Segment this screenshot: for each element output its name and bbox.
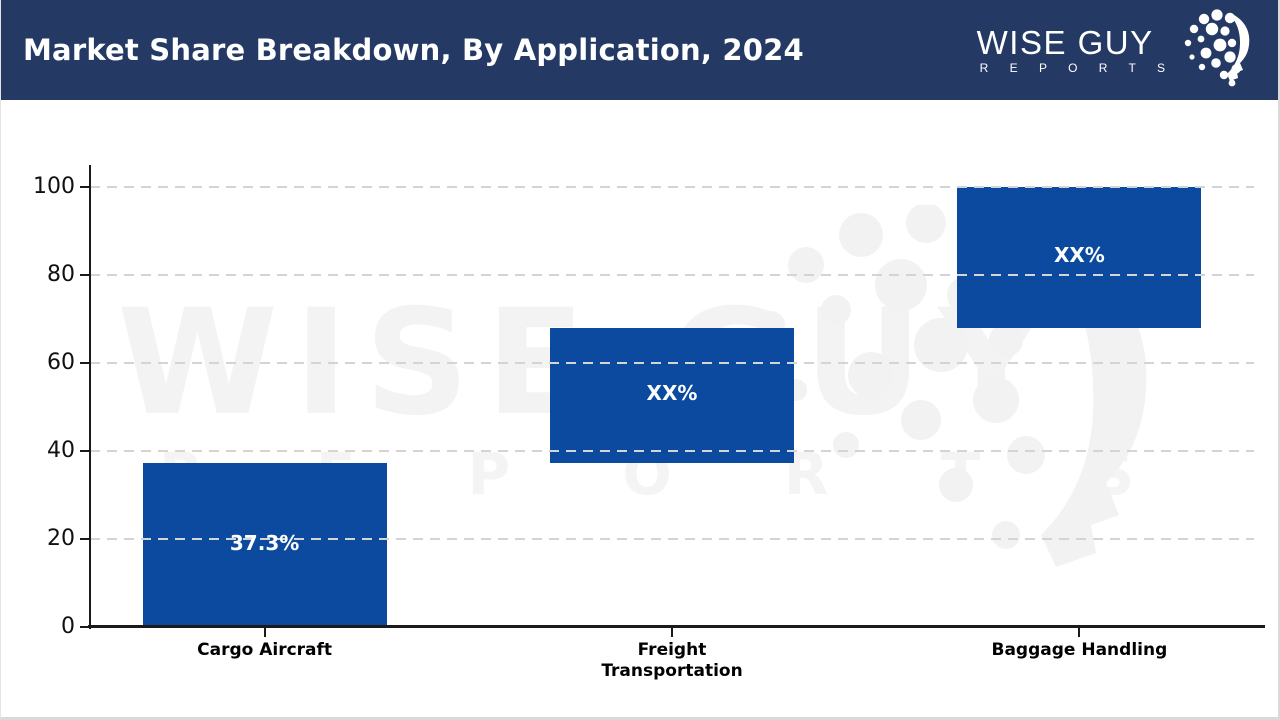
y-tick-label-60: 60 bbox=[47, 350, 75, 375]
bar-cargo-aircraft bbox=[142, 462, 387, 627]
y-tick-label-100: 100 bbox=[33, 174, 75, 199]
gridline-60 bbox=[90, 362, 1254, 364]
gridline-80 bbox=[90, 274, 1254, 276]
dotted-face-icon bbox=[1184, 9, 1250, 87]
y-tick-label-0: 0 bbox=[61, 614, 75, 639]
x-tick-label: Cargo Aircraft bbox=[125, 640, 405, 661]
y-axis-line bbox=[89, 165, 91, 629]
logo-text: WISE GUY R E P O R T S bbox=[976, 23, 1174, 75]
y-tick-label-20: 20 bbox=[47, 526, 75, 551]
x-tick-mark-0 bbox=[263, 628, 266, 637]
x-tick-label: Baggage Handling bbox=[939, 640, 1219, 661]
x-tick-mark-1 bbox=[671, 628, 673, 637]
x-tick-label-line: Freight bbox=[637, 640, 707, 660]
y-tick-mark-20 bbox=[80, 538, 89, 540]
wise-guy-reports-logo: WISE GUY R E P O R T S bbox=[977, 9, 1252, 91]
x-tick-label-line: Cargo Aircraft bbox=[197, 640, 333, 660]
y-tick-label-40: 40 bbox=[47, 438, 75, 463]
x-tick-label-line: Baggage Handling bbox=[991, 640, 1168, 660]
gridline-40 bbox=[90, 450, 1254, 452]
bar-value-label: 37.3% bbox=[229, 530, 300, 555]
x-tick-mark-2 bbox=[1078, 628, 1081, 637]
header: Market Share Breakdown, By Application, … bbox=[1, 0, 1278, 100]
bar-value-label: XX% bbox=[1053, 243, 1105, 268]
y-tick-mark-0 bbox=[80, 626, 89, 628]
bar-value-label: XX% bbox=[646, 381, 698, 406]
y-tick-label-80: 80 bbox=[47, 262, 75, 287]
y-tick-mark-60 bbox=[80, 362, 89, 364]
gridline-20 bbox=[90, 538, 1254, 540]
y-tick-mark-100 bbox=[80, 186, 89, 188]
logo-wordmark: WISE GUY bbox=[976, 23, 1154, 61]
x-tick-label: Freight Transportation bbox=[532, 640, 812, 682]
gridline-100 bbox=[90, 186, 1254, 188]
y-tick-mark-80 bbox=[80, 274, 89, 276]
logo-subtext: R E P O R T S bbox=[979, 60, 1174, 75]
y-tick-mark-40 bbox=[80, 450, 89, 452]
bar-freight-transportation bbox=[550, 327, 794, 463]
x-tick-label-line: Transportation bbox=[601, 661, 743, 681]
x-axis-line bbox=[88, 625, 1265, 628]
page-title: Market Share Breakdown, By Application, … bbox=[23, 33, 804, 67]
